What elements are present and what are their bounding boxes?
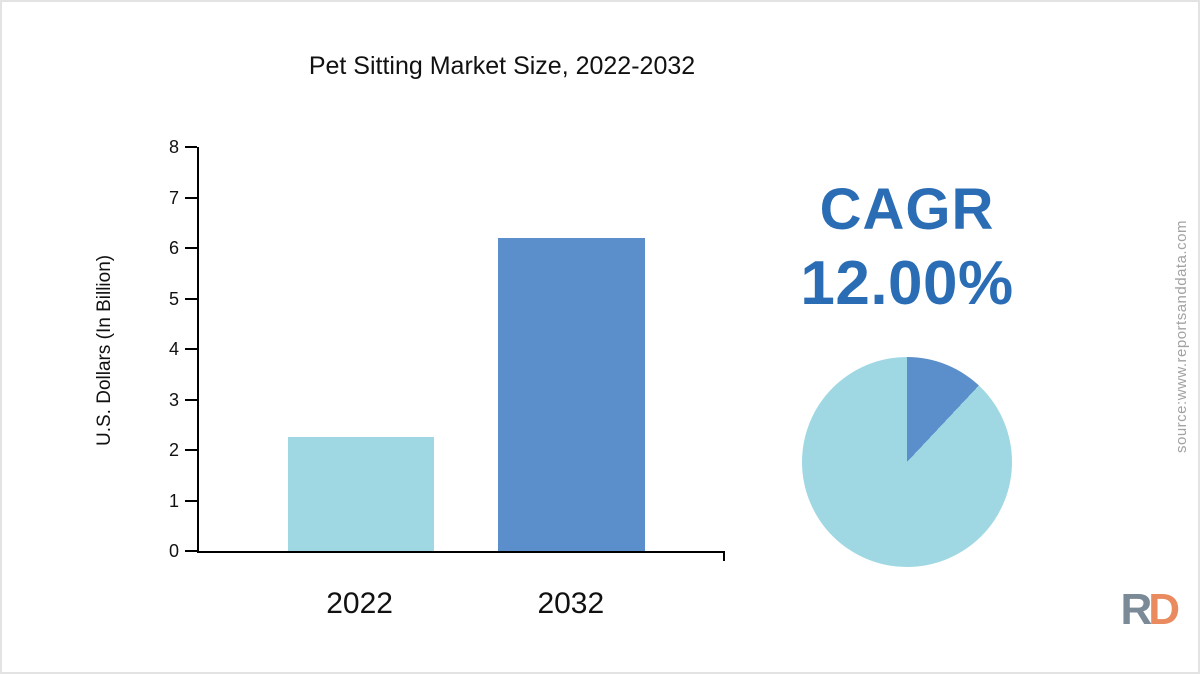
y-tick <box>185 449 197 451</box>
bar-2032 <box>498 237 645 551</box>
bar-plot: 0 1 2 3 4 5 6 7 8 <box>169 138 725 561</box>
cagr-block: CAGR 12.00% <box>772 177 1042 318</box>
y-tick <box>185 348 197 350</box>
y-tick <box>185 247 197 249</box>
y-tick <box>185 499 197 502</box>
cagr-label: CAGR <box>819 177 995 242</box>
cagr-value: 12.00% <box>800 248 1014 318</box>
y-tick <box>185 398 197 401</box>
y-tick <box>185 146 197 148</box>
logo-letter-r: R <box>1120 585 1153 634</box>
y-tick-label: 0 <box>168 541 179 561</box>
x-axis-labels: 2022 2032 <box>197 587 725 627</box>
brand-logo: RD <box>1120 588 1180 632</box>
x-tick-label-2022: 2022 <box>326 587 393 620</box>
y-tick-label: 6 <box>168 238 179 258</box>
y-tick-label: 1 <box>168 490 179 511</box>
y-tick-label: 7 <box>168 187 179 208</box>
y-axis-label: U.S. Dollars (In Billion) <box>94 254 115 446</box>
pie-chart <box>802 357 1012 567</box>
y-tick-label: 4 <box>168 339 179 359</box>
chart-title: Pet Sitting Market Size, 2022-2032 <box>308 52 696 80</box>
y-tick-label: 3 <box>168 389 179 410</box>
source-text: source:www.reportsanddata.com <box>1173 220 1190 454</box>
y-tick-label: 5 <box>168 288 179 309</box>
x-tick-label-2032: 2032 <box>537 587 605 620</box>
y-tick <box>185 550 197 552</box>
y-tick-label: 8 <box>168 137 179 157</box>
y-tick-label: 2 <box>168 440 179 460</box>
y-tick <box>185 297 197 300</box>
y-tick <box>185 196 197 199</box>
x-axis-end-tick <box>723 553 725 561</box>
logo-letter-d: D <box>1148 585 1180 634</box>
bar-2022 <box>287 437 435 551</box>
